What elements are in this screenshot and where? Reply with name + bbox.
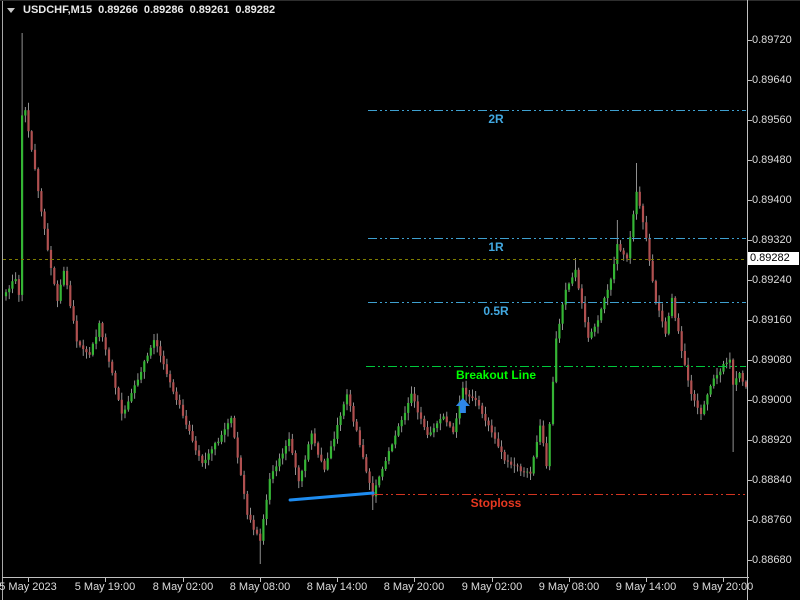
- time-axis-label: 8 May 14:00: [306, 581, 368, 593]
- trendline[interactable]: [288, 491, 375, 502]
- time-axis-label: 8 May 02:00: [152, 581, 214, 593]
- price-axis-label: 0.89720: [752, 34, 792, 46]
- time-axis-label: 9 May 02:00: [461, 581, 523, 593]
- time-axis-label: 8 May 20:00: [383, 581, 445, 593]
- time-axis-label: 5 May 2023: [0, 581, 57, 593]
- up-arrow-icon[interactable]: [455, 398, 470, 413]
- price-axis-label: 0.89640: [752, 74, 792, 86]
- chart-header: USDCHF,M15 0.89266 0.89286 0.89261 0.89282: [7, 4, 275, 16]
- level-label-0.5r[interactable]: 0.5R: [483, 304, 509, 318]
- price-axis-label: 0.89320: [752, 234, 792, 246]
- ohlc-low: 0.89261: [189, 4, 230, 16]
- price-axis-label: 0.89400: [752, 194, 792, 206]
- price-axis-label: 0.89240: [752, 274, 792, 286]
- candlesticks: [4, 33, 748, 564]
- axis-lines: [2, 0, 752, 600]
- price-axis-label: 0.89560: [752, 114, 792, 126]
- ohlc-close: 0.89282: [235, 4, 276, 16]
- level-label-breakout-line[interactable]: Breakout Line: [455, 368, 537, 382]
- price-axis-label: 0.89160: [752, 314, 792, 326]
- price-axis-label: 0.88920: [752, 434, 792, 446]
- price-axis-label: 0.88680: [752, 554, 792, 566]
- ohlc-open: 0.89266: [98, 4, 138, 16]
- level-lines[interactable]: [366, 109, 746, 496]
- time-axis-label: 5 May 19:00: [74, 581, 136, 593]
- price-axis-label: 0.89080: [752, 354, 792, 366]
- symbol-period-label: USDCHF,M15: [23, 4, 93, 16]
- level-label-stoploss[interactable]: Stoploss: [470, 496, 522, 510]
- time-axis-label: 9 May 08:00: [538, 581, 600, 593]
- price-axis-label: 0.89000: [752, 394, 792, 406]
- current-price-box: 0.89282: [748, 252, 799, 265]
- time-axis-label: 8 May 08:00: [229, 581, 291, 593]
- price-axis-label: 0.89480: [752, 154, 792, 166]
- time-axis-label: 9 May 14:00: [615, 581, 677, 593]
- price-axis-label: 0.88760: [752, 514, 792, 526]
- price-axis-label: 0.88840: [752, 474, 792, 486]
- symbol-dropdown-icon[interactable]: [7, 7, 15, 13]
- time-axis-label: 9 May 20:00: [692, 581, 754, 593]
- ohlc-high: 0.89286: [143, 4, 184, 16]
- level-label-1r[interactable]: 1R: [488, 240, 504, 254]
- level-label-2r[interactable]: 2R: [488, 112, 504, 126]
